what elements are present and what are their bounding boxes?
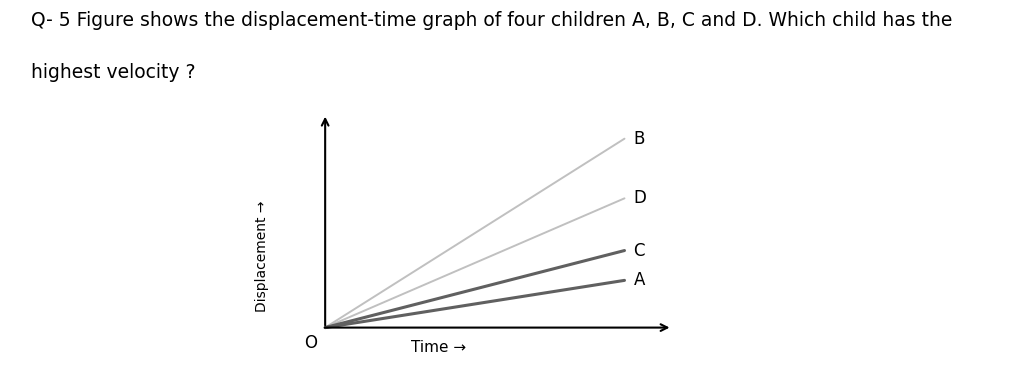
Text: O: O — [304, 334, 316, 351]
Text: highest velocity ?: highest velocity ? — [31, 63, 196, 82]
Text: Q- 5 Figure shows the displacement-time graph of four children A, B, C and D. Wh: Q- 5 Figure shows the displacement-time … — [31, 11, 952, 30]
Text: B: B — [634, 130, 645, 148]
Text: D: D — [634, 189, 646, 207]
Text: C: C — [634, 242, 645, 260]
Text: Displacement →: Displacement → — [255, 200, 269, 312]
Text: A: A — [634, 271, 645, 289]
Text: Time →: Time → — [412, 340, 467, 355]
